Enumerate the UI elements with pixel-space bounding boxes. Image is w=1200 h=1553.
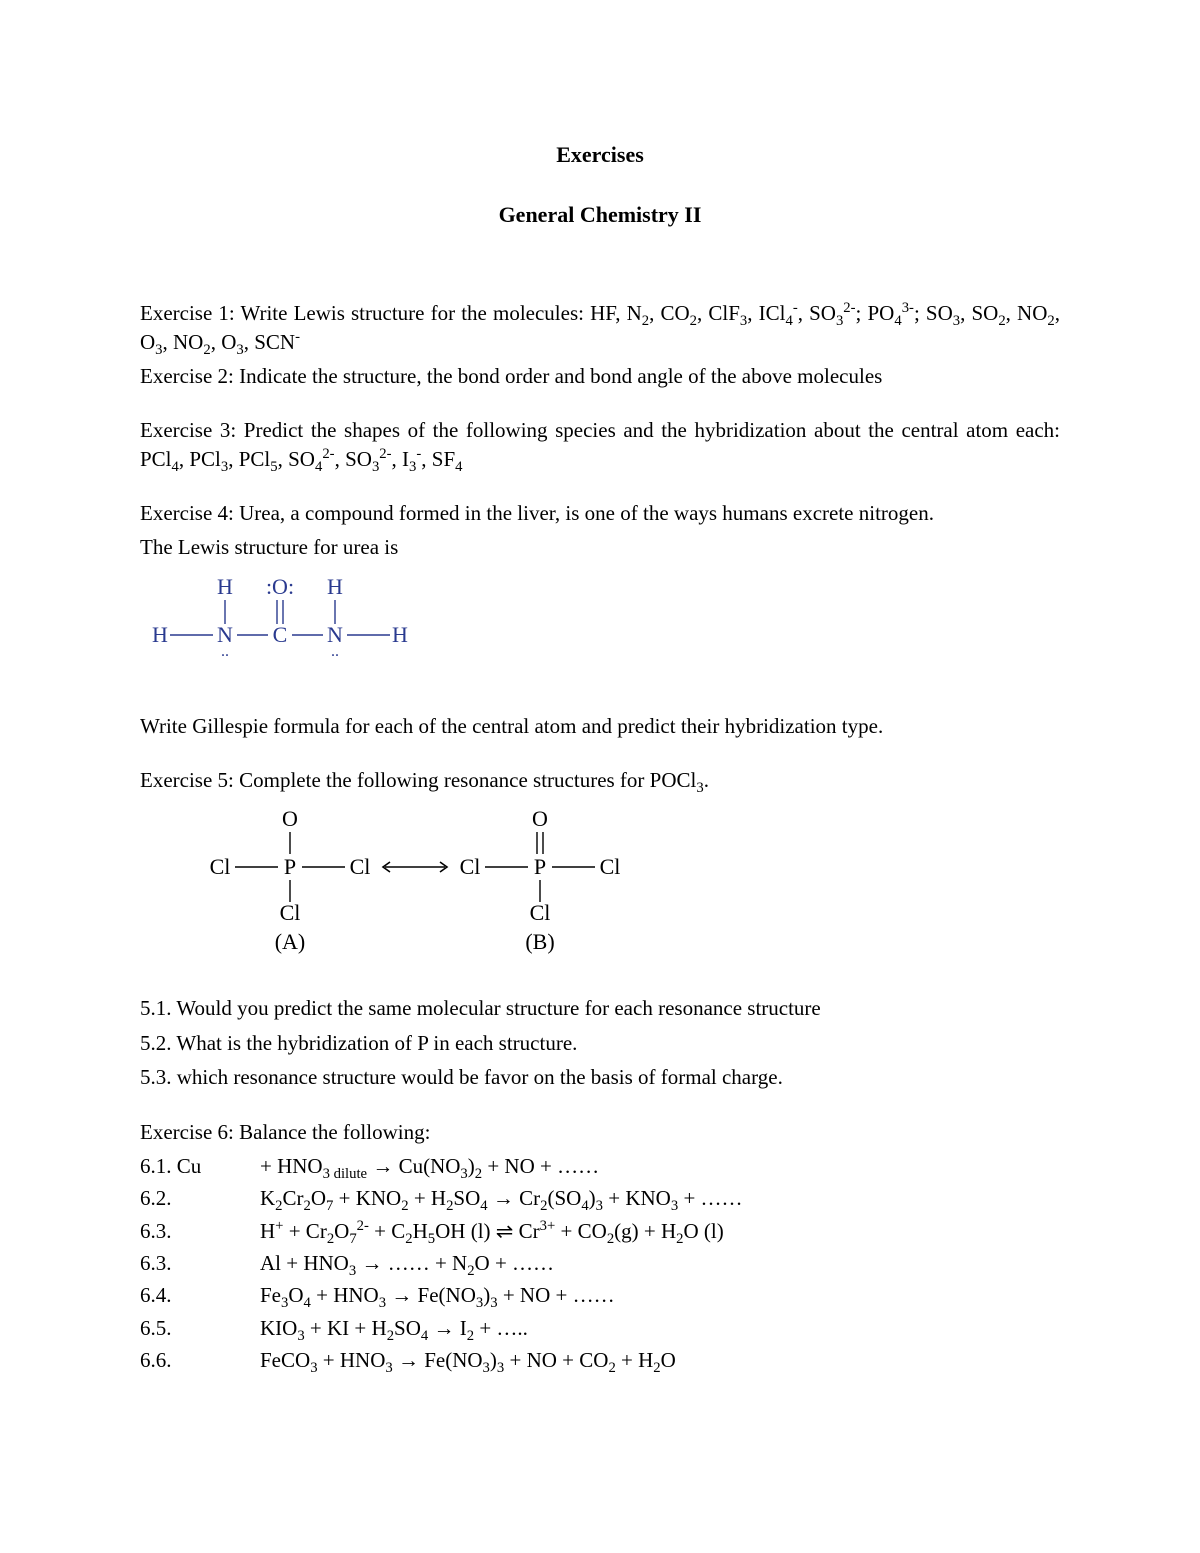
atom-o: O — [532, 806, 548, 831]
label-a: (A) — [275, 929, 306, 954]
atom-h-left: H — [152, 622, 168, 647]
eq-num: 6.3. — [140, 1249, 260, 1277]
label-b: (B) — [525, 929, 554, 954]
eq-num: 6.2. — [140, 1184, 260, 1212]
eq-6-1: 6.1. Cu + HNO3 dilute → Cu(NO3)2 + NO + … — [140, 1152, 1060, 1180]
eq-num: 6.3. — [140, 1217, 260, 1245]
eq-6-5: 6.5. KIO3 + KI + H2SO4 → I2 + ….. — [140, 1314, 1060, 1342]
pocl3-resonance-diagram: O Cl P Cl Cl (A) O Cl P — [140, 804, 1060, 964]
lone-pair: .. — [221, 643, 229, 660]
exercise-4-line2: The Lewis structure for urea is — [140, 533, 1060, 561]
atom-cl: Cl — [210, 854, 231, 879]
eq-num: 6.6. — [140, 1346, 260, 1374]
pocl3-svg: O Cl P Cl Cl (A) O Cl P — [140, 804, 660, 964]
page: Exercises General Chemistry II Exercise … — [0, 0, 1200, 1553]
atom-cl: Cl — [600, 854, 621, 879]
eq-body: FeCO3 + HNO3 → Fe(NO3)3 + NO + CO2 + H2O — [260, 1346, 1060, 1374]
page-subtitle: General Chemistry II — [140, 200, 1060, 230]
eq-body: Fe3O4 + HNO3 → Fe(NO3)3 + NO + …… — [260, 1281, 1060, 1309]
page-title: Exercises — [140, 140, 1060, 170]
eq-6-4: 6.4. Fe3O4 + HNO3 → Fe(NO3)3 + NO + …… — [140, 1281, 1060, 1309]
exercise-5-q3: 5.3. which resonance structure would be … — [140, 1063, 1060, 1091]
atom-o-top: :O: — [266, 574, 294, 599]
atom-h-top-left: H — [217, 574, 233, 599]
exercise-4-line1: Exercise 4: Urea, a compound formed in t… — [140, 499, 1060, 527]
exercise-1: Exercise 1: Write Lewis structure for th… — [140, 299, 1060, 356]
eq-body: KIO3 + KI + H2SO4 → I2 + ….. — [260, 1314, 1060, 1342]
exercise-2: Exercise 2: Indicate the structure, the … — [140, 362, 1060, 390]
eq-num: 6.5. — [140, 1314, 260, 1342]
eq-6-3b: 6.3. Al + HNO3 → …… + N2O + …… — [140, 1249, 1060, 1277]
atom-cl: Cl — [280, 900, 301, 925]
exercise-5-q2: 5.2. What is the hybridization of P in e… — [140, 1029, 1060, 1057]
urea-structure-diagram: H :O: H H N C N H .. .. — [140, 572, 1060, 682]
exercise-5-q1: 5.1. Would you predict the same molecula… — [140, 994, 1060, 1022]
urea-svg: H :O: H H N C N H .. .. — [140, 572, 440, 682]
atom-o: O — [282, 806, 298, 831]
exercise-5: Exercise 5: Complete the following reson… — [140, 766, 1060, 794]
exercise-6-head: Exercise 6: Balance the following: — [140, 1118, 1060, 1146]
atom-h-top-right: H — [327, 574, 343, 599]
eq-body: K2Cr2O7 + KNO2 + H2SO4 → Cr2(SO4)3 + KNO… — [260, 1184, 1060, 1212]
exercise-4-after: Write Gillespie formula for each of the … — [140, 712, 1060, 740]
atom-cl: Cl — [460, 854, 481, 879]
lone-pair: .. — [331, 643, 339, 660]
eq-body: + HNO3 dilute → Cu(NO3)2 + NO + …… — [260, 1152, 1060, 1180]
eq-num: 6.4. — [140, 1281, 260, 1309]
eq-6-2: 6.2. K2Cr2O7 + KNO2 + H2SO4 → Cr2(SO4)3 … — [140, 1184, 1060, 1212]
eq-6-6: 6.6. FeCO3 + HNO3 → Fe(NO3)3 + NO + CO2 … — [140, 1346, 1060, 1374]
atom-p: P — [534, 854, 546, 879]
atom-h-right: H — [392, 622, 408, 647]
atom-p: P — [284, 854, 296, 879]
eq-body: H+ + Cr2O72- + C2H5OH (l) ⇌ Cr3+ + CO2(g… — [260, 1217, 1060, 1245]
eq-body: Al + HNO3 → …… + N2O + …… — [260, 1249, 1060, 1277]
atom-cl: Cl — [350, 854, 371, 879]
atom-c: C — [273, 622, 288, 647]
eq-num: 6.1. Cu — [140, 1152, 260, 1180]
eq-6-3a: 6.3. H+ + Cr2O72- + C2H5OH (l) ⇌ Cr3+ + … — [140, 1217, 1060, 1245]
exercise-3: Exercise 3: Predict the shapes of the fo… — [140, 416, 1060, 473]
atom-cl: Cl — [530, 900, 551, 925]
